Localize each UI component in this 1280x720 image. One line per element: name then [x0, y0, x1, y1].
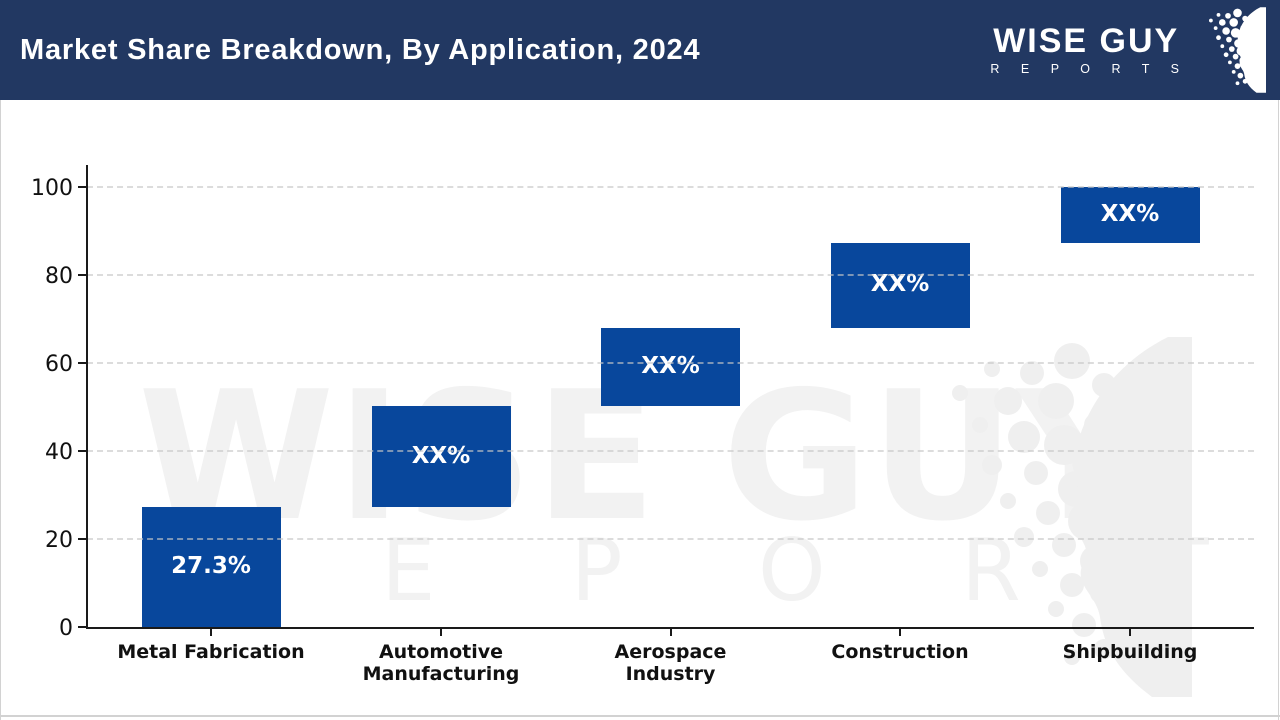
y-tick-60	[78, 362, 87, 364]
watermark-face-icon	[952, 337, 1192, 697]
bar-4	[1060, 187, 1200, 243]
left-border	[0, 100, 1, 720]
bar-2	[601, 327, 740, 407]
bar-value-label: XX%	[870, 271, 930, 298]
x-tick-label: Metal Fabrication	[117, 641, 305, 663]
x-tick-1	[440, 629, 442, 636]
bar-value-label: 27.3%	[171, 552, 251, 579]
y-tick-80	[78, 274, 87, 276]
bottom-border	[0, 715, 1280, 717]
gridline-20	[87, 538, 1254, 540]
y-tick-label: 100	[31, 176, 73, 201]
y-axis-spine	[86, 165, 88, 629]
gridline-80	[87, 274, 1254, 276]
bar-value-label: XX%	[641, 352, 700, 379]
bar-3	[830, 242, 970, 328]
y-tick-0	[78, 626, 87, 628]
bar-value-label: XX%	[1100, 200, 1160, 227]
gridline-60	[87, 362, 1254, 364]
x-tick-label: Shipbuilding	[1062, 641, 1198, 663]
x-tick-2	[669, 629, 672, 636]
y-tick-label: 80	[45, 264, 73, 289]
bar-value-label: XX%	[411, 442, 471, 469]
y-tick-label: 0	[59, 616, 73, 641]
wise-guy-logo: WISE GUY R E P O R T S	[984, 7, 1266, 93]
bar-1	[371, 406, 511, 507]
bar-0	[141, 506, 281, 627]
right-border	[1278, 100, 1279, 720]
logo-subtitle: R E P O R T S	[990, 61, 1188, 76]
x-tick-0	[210, 629, 212, 636]
x-tick-label: Construction	[831, 641, 969, 663]
x-axis-spine	[86, 627, 1254, 629]
header: Market Share Breakdown, By Application, …	[0, 0, 1280, 100]
logo-text: WISE GUY R E P O R T S	[984, 22, 1188, 76]
dotted-face-icon	[1209, 7, 1266, 93]
y-tick-100	[78, 186, 87, 188]
y-tick-label: 60	[45, 352, 73, 377]
x-tick-4	[1129, 629, 1131, 636]
gridline-100	[87, 186, 1254, 188]
gridline-40	[87, 450, 1254, 452]
x-tick-label: Aerospace Industry	[614, 641, 727, 686]
x-tick-3	[899, 629, 901, 636]
y-tick-label: 20	[45, 528, 73, 553]
y-tick-20	[78, 538, 87, 540]
chart-canvas: WISE GUY R E P O R T S 27.3%XX%XX%XX%XX%…	[0, 100, 1280, 720]
y-tick-40	[78, 450, 87, 452]
page-title: Market Share Breakdown, By Application, …	[20, 33, 701, 66]
logo-wordmark: WISE GUY	[993, 22, 1180, 61]
x-tick-label: Automotive Manufacturing	[362, 641, 520, 686]
y-tick-label: 40	[45, 440, 73, 465]
